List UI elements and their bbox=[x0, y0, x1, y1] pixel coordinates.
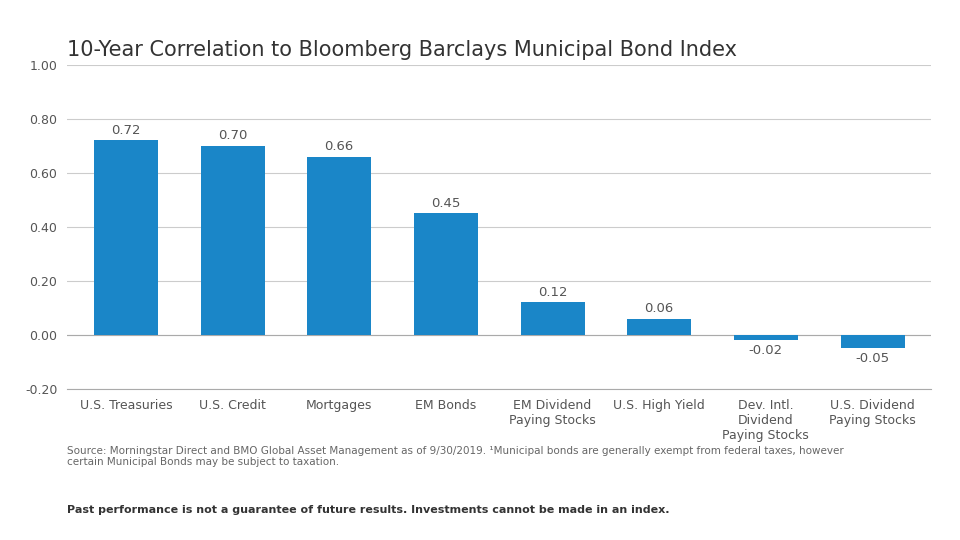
Bar bbox=[841, 335, 904, 348]
Text: 0.70: 0.70 bbox=[218, 129, 248, 142]
Text: 0.66: 0.66 bbox=[324, 140, 354, 153]
Text: Source: Morningstar Direct and BMO Global Asset Management as of 9/30/2019. ¹Mun: Source: Morningstar Direct and BMO Globa… bbox=[67, 446, 844, 467]
Bar bbox=[201, 146, 265, 335]
Text: Past performance is not a guarantee of future results. Investments cannot be mad: Past performance is not a guarantee of f… bbox=[67, 505, 670, 515]
Bar bbox=[627, 319, 691, 335]
Text: -0.05: -0.05 bbox=[855, 352, 890, 365]
Bar bbox=[94, 140, 157, 335]
Bar bbox=[414, 213, 478, 335]
Bar bbox=[733, 335, 798, 340]
Bar bbox=[307, 157, 372, 335]
Text: 0.72: 0.72 bbox=[111, 124, 140, 137]
Text: -0.02: -0.02 bbox=[749, 343, 783, 357]
Text: 10-Year Correlation to Bloomberg Barclays Municipal Bond Index: 10-Year Correlation to Bloomberg Barclay… bbox=[67, 40, 737, 60]
Bar bbox=[520, 302, 585, 335]
Text: 0.45: 0.45 bbox=[431, 197, 461, 210]
Text: 0.12: 0.12 bbox=[538, 286, 567, 299]
Text: 0.06: 0.06 bbox=[644, 302, 674, 315]
